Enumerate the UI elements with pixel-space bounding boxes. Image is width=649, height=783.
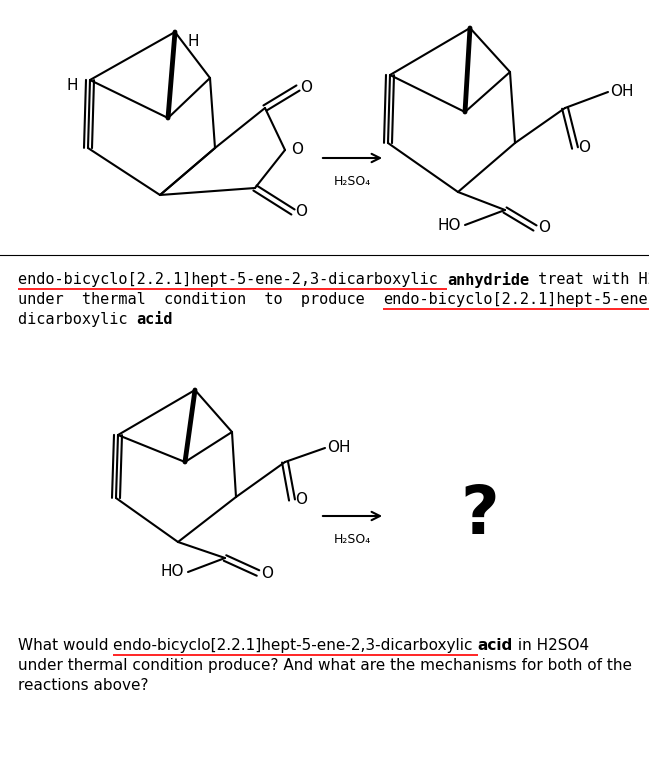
Text: HO: HO — [437, 218, 461, 233]
Text: O: O — [261, 565, 273, 580]
Text: O: O — [300, 81, 312, 96]
Text: endo-bicyclo[2.2.1]hept-5-ene-2,3-dicarboxylic: endo-bicyclo[2.2.1]hept-5-ene-2,3-dicarb… — [18, 272, 447, 287]
Text: O: O — [578, 140, 590, 156]
Text: O: O — [295, 204, 307, 219]
Text: anhydride: anhydride — [447, 272, 529, 288]
Text: H₂SO₄: H₂SO₄ — [334, 533, 371, 546]
Text: What would: What would — [18, 638, 114, 653]
Text: H₂SO₄: H₂SO₄ — [334, 175, 371, 188]
Text: in H2SO4: in H2SO4 — [513, 638, 589, 653]
Text: O: O — [295, 493, 307, 507]
Text: OH: OH — [327, 441, 350, 456]
Text: O: O — [291, 143, 303, 157]
Text: endo-bicyclo[2.2.1]hept-5-ene-2,3-: endo-bicyclo[2.2.1]hept-5-ene-2,3- — [383, 292, 649, 307]
Text: under  thermal  condition  to  produce: under thermal condition to produce — [18, 292, 383, 307]
Text: HO: HO — [160, 565, 184, 579]
Text: under thermal condition produce? And what are the mechanisms for both of the: under thermal condition produce? And wha… — [18, 658, 632, 673]
Text: O: O — [538, 221, 550, 236]
Text: H: H — [188, 34, 199, 49]
Text: dicarboxylic: dicarboxylic — [18, 312, 137, 327]
Text: H: H — [66, 78, 78, 92]
Text: ?: ? — [461, 482, 499, 548]
Text: OH: OH — [610, 85, 634, 99]
Text: treat with H2SO4: treat with H2SO4 — [529, 272, 649, 287]
Text: acid: acid — [478, 638, 513, 653]
Text: reactions above?: reactions above? — [18, 678, 149, 693]
Text: acid: acid — [137, 312, 173, 327]
Text: endo-bicyclo[2.2.1]hept-5-ene-2,3-dicarboxylic: endo-bicyclo[2.2.1]hept-5-ene-2,3-dicarb… — [114, 638, 478, 653]
